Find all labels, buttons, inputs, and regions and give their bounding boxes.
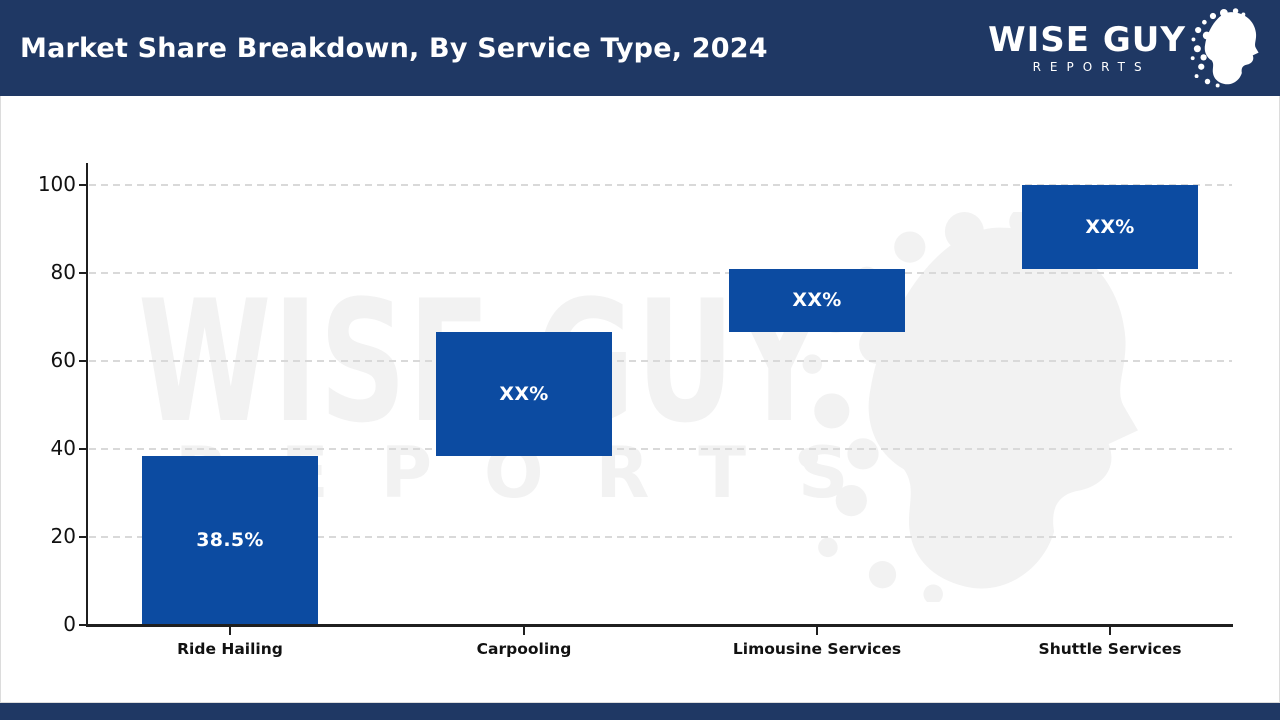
x-tick-1 <box>523 627 525 635</box>
bar-value-label: 38.5% <box>196 529 264 552</box>
y-tick-100 <box>79 184 87 186</box>
gridline-100 <box>89 184 1232 186</box>
bar-ride-hailing: 38.5% <box>142 455 318 625</box>
gridline-80 <box>89 272 1232 274</box>
page-title: Market Share Breakdown, By Service Type,… <box>20 32 768 64</box>
y-tick-label: 60 <box>50 348 76 372</box>
y-tick-label: 80 <box>50 260 76 284</box>
x-category-label: Ride Hailing <box>177 640 283 658</box>
x-tick-2 <box>816 627 818 635</box>
footer-bar <box>0 703 1280 720</box>
bar-value-label: XX% <box>499 382 549 405</box>
bar-carpooling: XX% <box>436 332 612 456</box>
bar-value-label: XX% <box>1085 215 1135 238</box>
y-axis-line <box>86 163 88 627</box>
x-axis-line <box>86 624 1233 627</box>
gridline-60 <box>89 360 1232 362</box>
y-tick-label: 20 <box>50 524 76 548</box>
bar-limousine-services: XX% <box>729 268 905 333</box>
y-tick-label: 40 <box>50 436 76 460</box>
wiseguy-logo: WISE GUY REPORTS <box>988 6 1266 90</box>
y-tick-80 <box>79 272 87 274</box>
wiseguy-logo-text: WISE GUY REPORTS <box>988 23 1186 73</box>
y-tick-label: 100 <box>37 172 76 196</box>
y-tick-60 <box>79 360 87 362</box>
y-tick-40 <box>79 448 87 450</box>
wiseguy-head-icon <box>1190 8 1259 88</box>
x-tick-0 <box>229 627 231 635</box>
y-tick-20 <box>79 536 87 538</box>
wiseguy-logo-subtext: REPORTS <box>1032 60 1151 74</box>
x-category-label: Shuttle Services <box>1038 640 1182 658</box>
y-tick-label: 0 <box>63 612 76 636</box>
gridline-20 <box>89 536 1232 538</box>
bar-shuttle-services: XX% <box>1022 185 1198 269</box>
x-category-label: Limousine Services <box>732 640 902 658</box>
gridline-40 <box>89 448 1232 450</box>
x-category-label: Carpooling <box>476 640 572 658</box>
wiseguy-logo-wordmark: WISE GUY <box>988 20 1186 60</box>
y-tick-0 <box>79 624 87 626</box>
x-tick-3 <box>1109 627 1111 635</box>
header-bar: Market Share Breakdown, By Service Type,… <box>0 0 1280 96</box>
bar-value-label: XX% <box>792 289 842 312</box>
